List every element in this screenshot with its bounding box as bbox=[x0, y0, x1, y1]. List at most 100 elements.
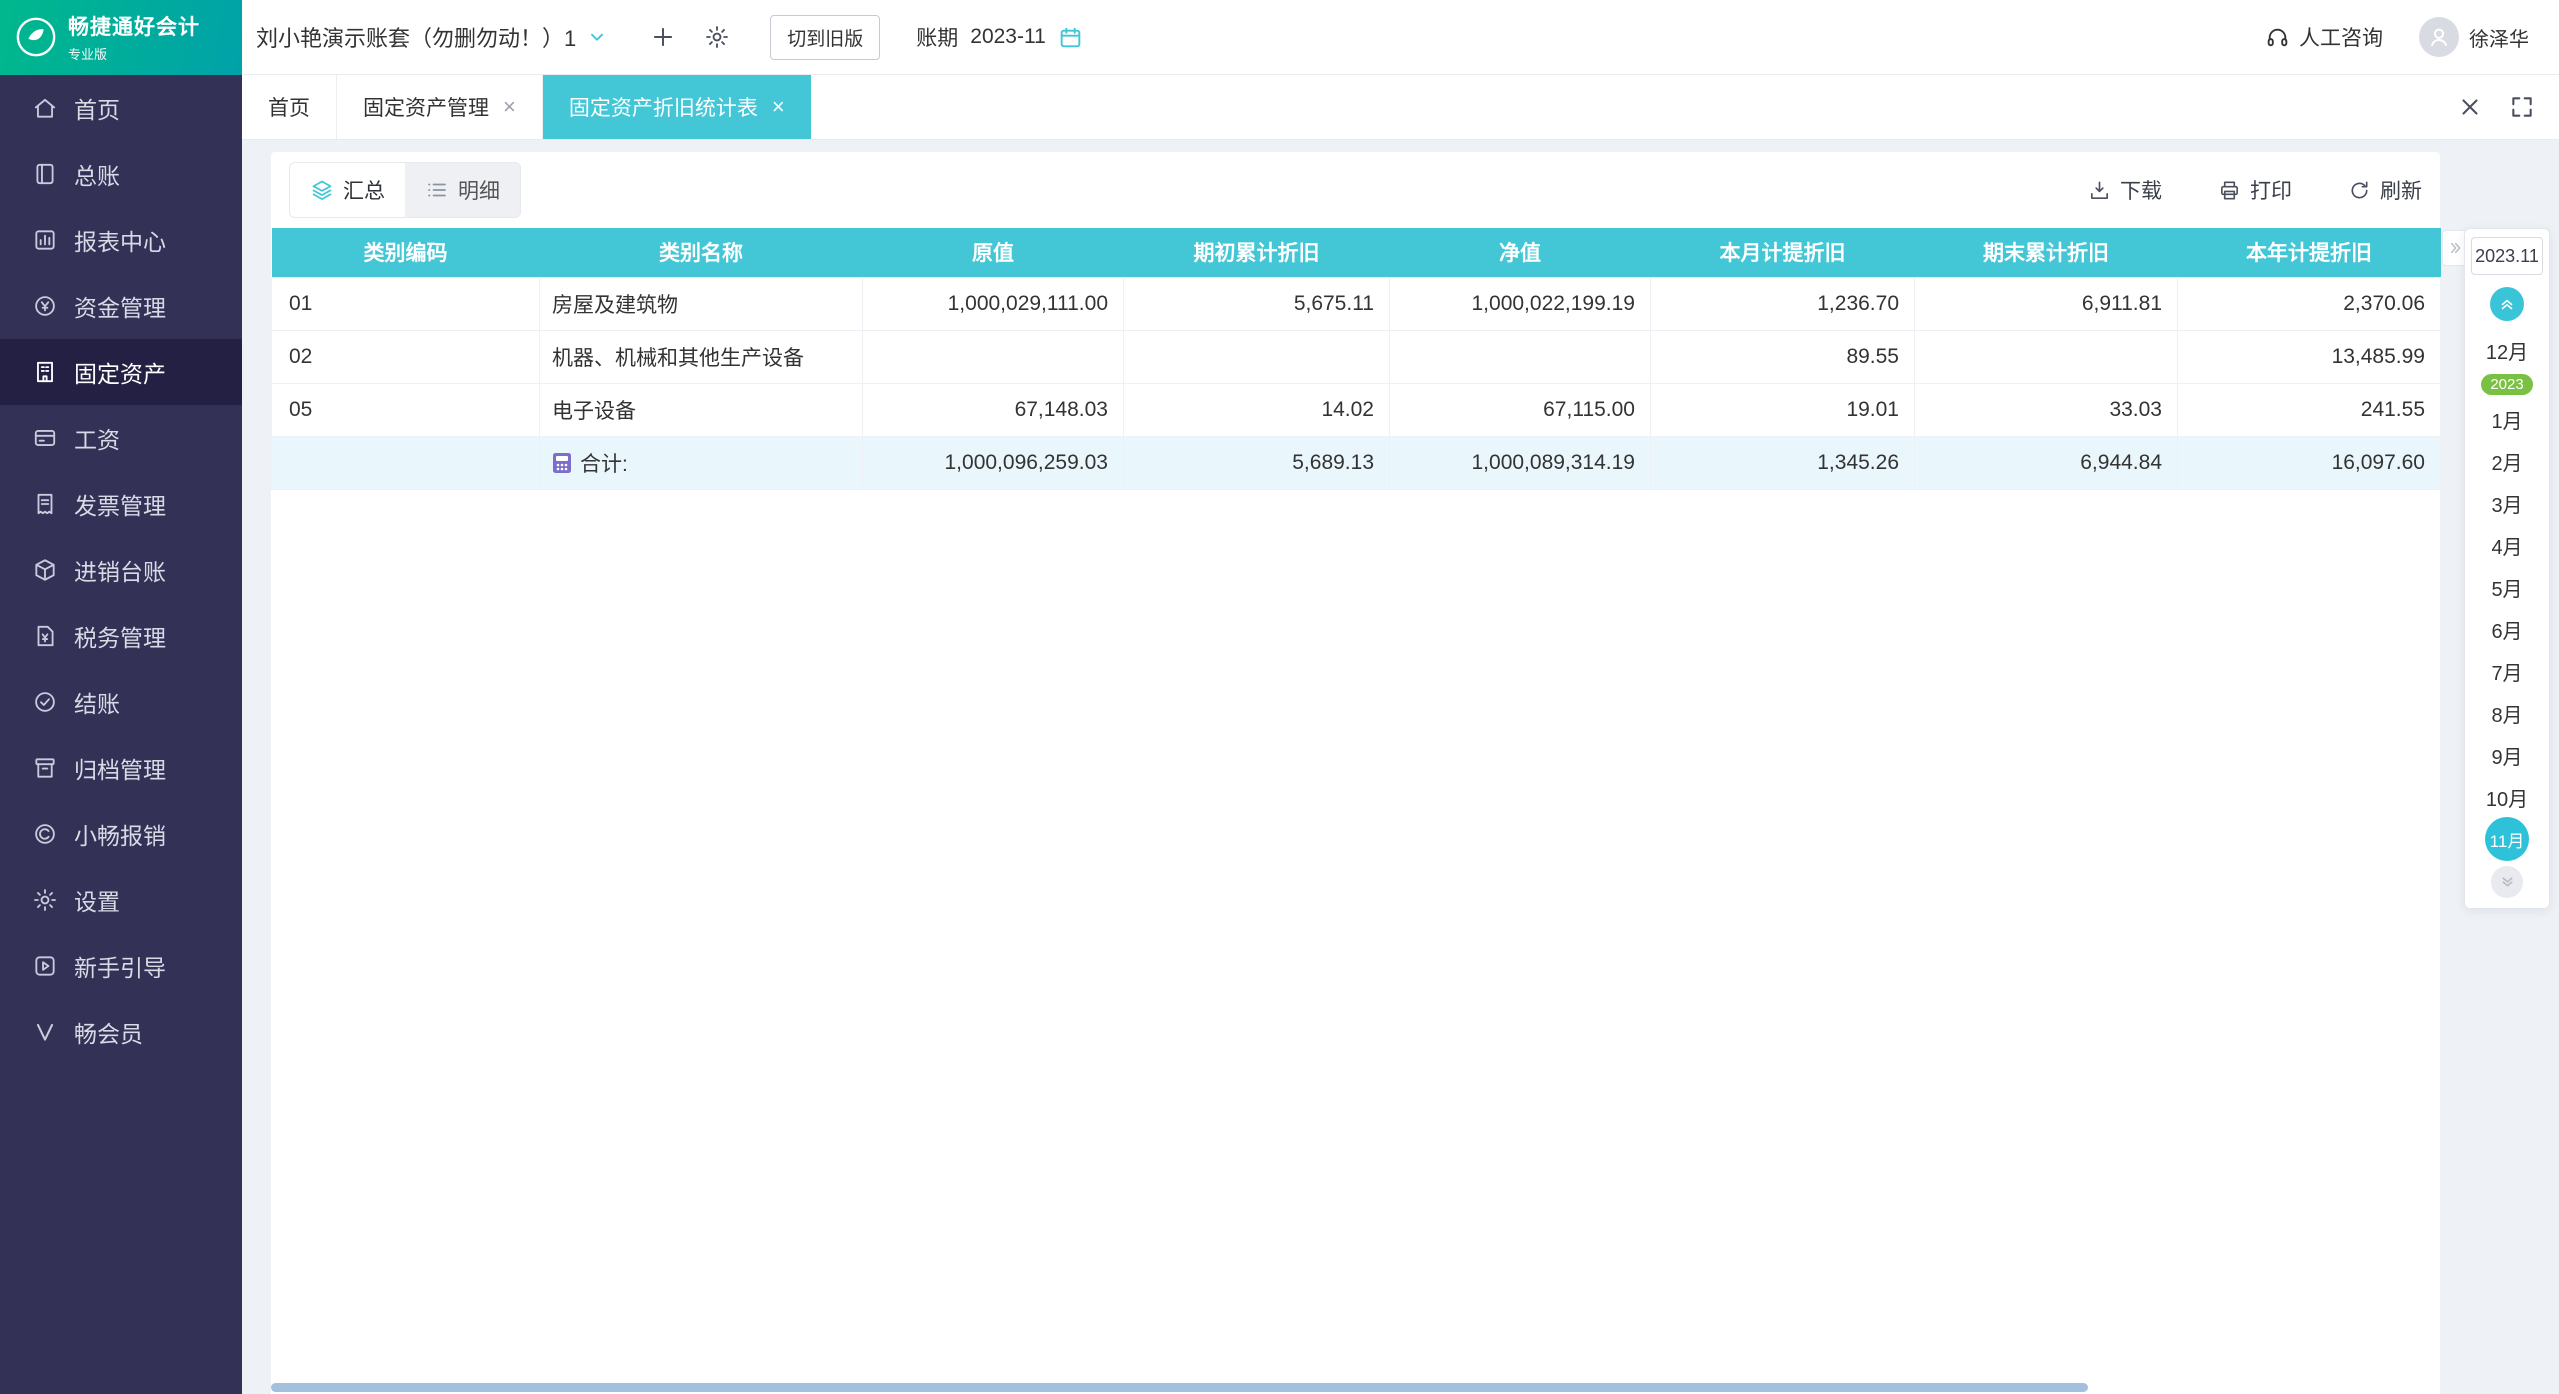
download-button[interactable]: 下载 bbox=[2088, 175, 2162, 205]
archive-icon bbox=[32, 755, 58, 781]
report-card: 汇总 明细 下载 bbox=[271, 152, 2441, 1394]
current-period-box[interactable]: 2023.11 bbox=[2471, 237, 2543, 275]
switch-to-old-version-button[interactable]: 切到旧版 bbox=[770, 14, 881, 60]
tab-depreciation-statistics[interactable]: 固定资产折旧统计表 × bbox=[542, 75, 811, 139]
account-book-selector[interactable]: 刘小艳演示账套（勿删勿动！）1 bbox=[256, 21, 608, 53]
month-item[interactable]: 7月 bbox=[2491, 662, 2523, 685]
app-logo: 畅捷通好会计 专业版 bbox=[0, 0, 242, 75]
month-item[interactable]: 10月 bbox=[2485, 788, 2529, 811]
col-header-category-name: 类别名称 bbox=[539, 228, 863, 277]
table-total-row: 合计: 1,000,096,259.03 5,689.13 1,000,089,… bbox=[271, 435, 2441, 490]
horizontal-scrollbar[interactable] bbox=[271, 1383, 2088, 1392]
year-badge: 2023 bbox=[2481, 374, 2533, 395]
total-label: 合计: bbox=[580, 452, 628, 476]
account-settings-gear-icon[interactable] bbox=[704, 24, 730, 50]
depreciation-table: 类别编码 类别名称 原值 期初累计折旧 净值 本月计提折旧 期末累计折旧 本年计… bbox=[271, 228, 2441, 490]
content-area: 汇总 明细 下载 bbox=[242, 140, 2559, 1394]
add-account-button[interactable] bbox=[650, 24, 676, 50]
month-item[interactable]: 12月 bbox=[2485, 341, 2529, 364]
col-header-original-value: 原值 bbox=[862, 228, 1124, 277]
download-icon bbox=[2088, 179, 2111, 202]
refresh-button[interactable]: 刷新 bbox=[2348, 175, 2422, 205]
salary-card-icon bbox=[32, 425, 58, 451]
sidebar-item-settings[interactable]: 设置 bbox=[0, 867, 242, 933]
table-header-row: 类别编码 类别名称 原值 期初累计折旧 净值 本月计提折旧 期末累计折旧 本年计… bbox=[271, 228, 2441, 277]
sidebar-item-home[interactable]: 首页 bbox=[0, 75, 242, 141]
sidebar-nav: 首页 总账 报表中心 资金管理 固定资产 工资 发票管理 进销台账 税务管理 结… bbox=[0, 75, 242, 1394]
table-row[interactable]: 01 房屋及建筑物 1,000,029,111.00 5,675.11 1,00… bbox=[271, 276, 2441, 331]
sidebar-item-fixed-assets[interactable]: 固定资产 bbox=[0, 339, 242, 405]
reimburse-icon bbox=[32, 821, 58, 847]
print-icon bbox=[2218, 179, 2241, 202]
table-row[interactable]: 02 机器、机械和其他生产设备 89.55 13,485.99 bbox=[271, 329, 2441, 384]
refresh-icon bbox=[2348, 179, 2371, 202]
user-avatar[interactable] bbox=[2419, 17, 2459, 57]
scroll-up-icon[interactable] bbox=[2490, 287, 2524, 321]
summary-view-button[interactable]: 汇总 bbox=[290, 163, 405, 217]
month-item[interactable]: 9月 bbox=[2491, 746, 2523, 769]
month-item[interactable]: 6月 bbox=[2491, 620, 2523, 643]
print-button[interactable]: 打印 bbox=[2218, 175, 2292, 205]
month-item[interactable]: 1月 bbox=[2491, 410, 2523, 433]
settings-gear-icon bbox=[32, 887, 58, 913]
top-bar: 畅捷通好会计 专业版 刘小艳演示账套（勿删勿动！）1 切到旧版 账期 2023-… bbox=[0, 0, 2559, 75]
invoice-icon bbox=[32, 491, 58, 517]
month-item[interactable]: 8月 bbox=[2491, 704, 2523, 727]
col-header-year-dep: 本年计提折旧 bbox=[2177, 228, 2441, 277]
col-header-month-dep: 本月计提折旧 bbox=[1650, 228, 1915, 277]
sidebar-item-inventory-ledger[interactable]: 进销台账 bbox=[0, 537, 242, 603]
funds-icon bbox=[32, 293, 58, 319]
tax-doc-icon bbox=[32, 623, 58, 649]
view-mode-switch: 汇总 明细 bbox=[289, 162, 521, 218]
sidebar-item-funds[interactable]: 资金管理 bbox=[0, 273, 242, 339]
accounting-period-picker[interactable]: 账期 2023-11 bbox=[916, 22, 1083, 52]
ledger-icon bbox=[32, 161, 58, 187]
detail-view-button[interactable]: 明细 bbox=[405, 163, 520, 217]
close-all-tabs-icon[interactable] bbox=[2457, 94, 2483, 120]
period-label: 账期 bbox=[916, 27, 959, 50]
sidebar-item-membership[interactable]: 畅会员 bbox=[0, 999, 242, 1065]
chevron-down-icon bbox=[586, 26, 608, 48]
sidebar-item-report-center[interactable]: 报表中心 bbox=[0, 207, 242, 273]
sidebar-item-tax[interactable]: 税务管理 bbox=[0, 603, 242, 669]
sidebar-item-reimbursement[interactable]: 小畅报销 bbox=[0, 801, 242, 867]
period-value: 2023-11 bbox=[970, 25, 1046, 48]
col-header-category-code: 类别编码 bbox=[271, 228, 540, 277]
period-month-panel: 2023.11 12月 2023 1月 2月 3月 4月 5月 6月 7月 8月… bbox=[2464, 228, 2550, 909]
tab-home[interactable]: 首页 bbox=[242, 75, 337, 139]
col-header-begin-accum-dep: 期初累计折旧 bbox=[1123, 228, 1390, 277]
sidebar-item-salary[interactable]: 工资 bbox=[0, 405, 242, 471]
calculator-icon bbox=[552, 452, 572, 474]
account-book-name: 刘小艳演示账套（勿删勿动！）1 bbox=[256, 26, 577, 51]
report-toolbar: 汇总 明细 下载 bbox=[271, 152, 2440, 228]
sidebar-item-invoice[interactable]: 发票管理 bbox=[0, 471, 242, 537]
month-item[interactable]: 3月 bbox=[2491, 494, 2523, 517]
month-item[interactable]: 2月 bbox=[2491, 452, 2523, 475]
scroll-down-icon[interactable] bbox=[2491, 866, 2523, 898]
col-header-net-value: 净值 bbox=[1389, 228, 1651, 277]
collapse-month-panel-icon[interactable] bbox=[2442, 230, 2468, 266]
calendar-icon bbox=[1058, 25, 1083, 50]
tab-close-icon[interactable]: × bbox=[771, 94, 785, 119]
sidebar-item-closing[interactable]: 结账 bbox=[0, 669, 242, 735]
report-chart-icon bbox=[32, 227, 58, 253]
app-title: 畅捷通好会计 bbox=[68, 16, 200, 39]
fullscreen-icon[interactable] bbox=[2509, 94, 2535, 120]
tab-close-icon[interactable]: × bbox=[503, 94, 516, 119]
fixed-assets-icon bbox=[32, 359, 58, 385]
tab-fixed-asset-management[interactable]: 固定资产管理 × bbox=[337, 75, 543, 139]
month-item[interactable]: 5月 bbox=[2491, 578, 2523, 601]
table-row[interactable]: 05 电子设备 67,148.03 14.02 67,115.00 19.01 … bbox=[271, 382, 2441, 437]
tab-bar: 首页 固定资产管理 × 固定资产折旧统计表 × bbox=[242, 75, 2559, 140]
support-label: 人工咨询 bbox=[2299, 27, 2383, 50]
sidebar-item-archive[interactable]: 归档管理 bbox=[0, 735, 242, 801]
main-area: 首页 固定资产管理 × 固定资产折旧统计表 × bbox=[242, 75, 2559, 1394]
month-item[interactable]: 4月 bbox=[2491, 536, 2523, 559]
app-logo-icon bbox=[14, 15, 58, 59]
member-v-icon bbox=[32, 1019, 58, 1045]
human-support-button[interactable]: 人工咨询 bbox=[2265, 22, 2383, 52]
sidebar-item-beginner-guide[interactable]: 新手引导 bbox=[0, 933, 242, 999]
sidebar-item-general-ledger[interactable]: 总账 bbox=[0, 141, 242, 207]
month-item-selected[interactable]: 11月 bbox=[2465, 817, 2549, 861]
guide-play-icon bbox=[32, 953, 58, 979]
